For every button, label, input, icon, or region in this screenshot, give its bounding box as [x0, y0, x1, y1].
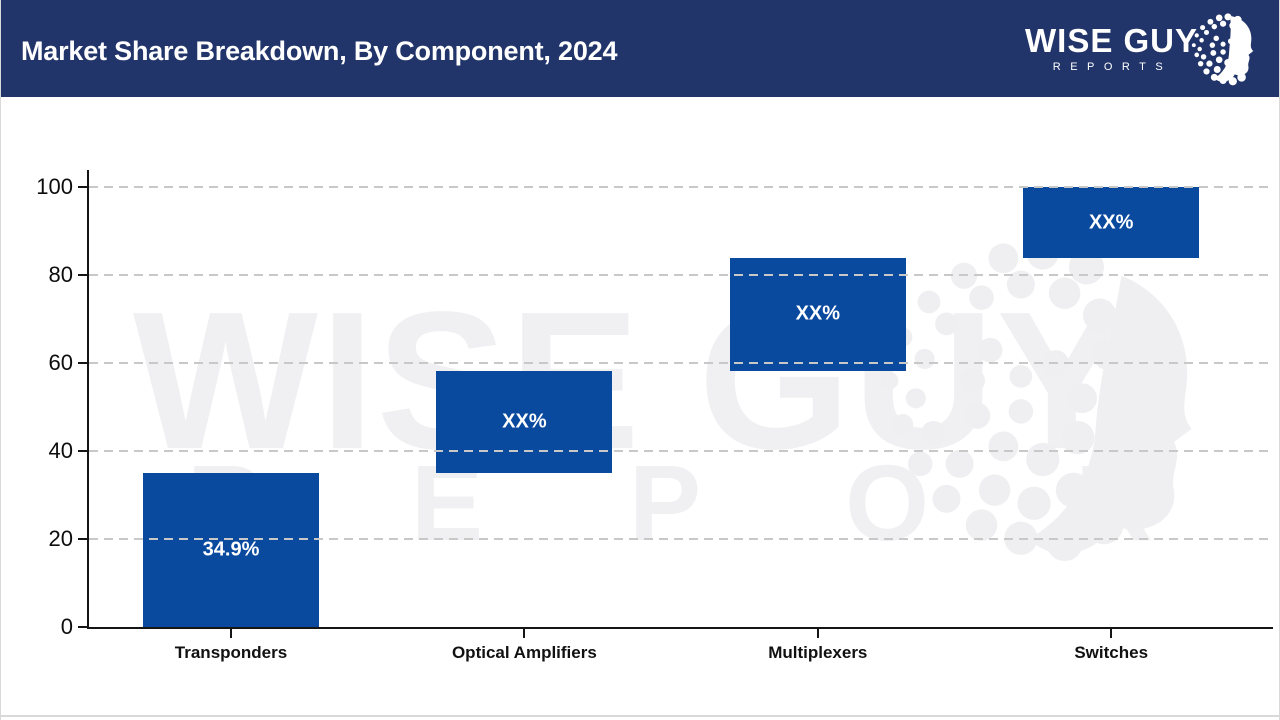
y-tick-label: 20 — [48, 526, 73, 552]
x-axis-tick — [1110, 629, 1113, 638]
bar-multiplexers — [729, 257, 906, 371]
y-axis-tick — [78, 274, 87, 277]
chart-title: Market Share Breakdown, By Component, 20… — [21, 36, 618, 66]
x-tick-label: Multiplexers — [768, 643, 868, 662]
bar-transponders — [143, 473, 319, 627]
footer-divider-line — [1, 715, 1279, 717]
y-axis-tick — [78, 186, 87, 189]
bar-value-label: XX% — [502, 410, 547, 433]
logo-text: WISE GUY REPORTS — [1025, 22, 1199, 74]
x-axis-line — [87, 627, 1273, 629]
watermark-dotted-face — [880, 238, 1192, 561]
x-axis-tick — [230, 629, 232, 638]
y-tick-label: 80 — [48, 262, 73, 288]
bar-value-label: XX% — [795, 302, 841, 325]
logo-dotted-face-icon — [1191, 13, 1254, 86]
y-gridline — [89, 186, 1273, 189]
y-gridline — [89, 274, 1273, 277]
header-band: Market Share Breakdown, By Component, 20… — [1, 0, 1279, 97]
plot-area: 0 20 40 60 80 100 34.9% Transponders XX% Optical … — [36, 170, 1273, 662]
wise-guy-reports-logo: WISE GUY REPORTS — [1025, 10, 1265, 90]
logo-wordmark: WISE GUY — [1025, 22, 1199, 59]
y-tick-label: 0 — [60, 614, 73, 639]
y-axis-tick — [78, 538, 87, 541]
y-gridline — [89, 450, 1273, 453]
x-axis-tick — [816, 629, 819, 638]
bar-switches — [1023, 187, 1200, 258]
x-axis-tick — [523, 629, 526, 638]
y-gridline — [89, 362, 1273, 365]
y-tick-label: 40 — [48, 438, 73, 464]
logo-subtitle: REPORTS — [1052, 61, 1173, 73]
y-axis-tick — [78, 450, 87, 453]
y-axis-line — [87, 170, 89, 627]
y-gridline — [89, 538, 1273, 541]
x-tick-label: Transponders — [174, 643, 288, 662]
bar-value-label: 34.9% — [202, 538, 260, 561]
bar-optical-amplifiers — [436, 371, 613, 474]
y-tick-label: 100 — [36, 174, 73, 200]
y-tick-label: 60 — [48, 350, 73, 376]
x-tick-label: Optical Amplifiers — [451, 643, 597, 662]
bar-value-label: XX% — [1088, 211, 1134, 234]
x-tick-label: Switches — [1074, 643, 1149, 662]
y-axis-tick — [78, 626, 87, 628]
y-axis-tick — [78, 362, 87, 365]
